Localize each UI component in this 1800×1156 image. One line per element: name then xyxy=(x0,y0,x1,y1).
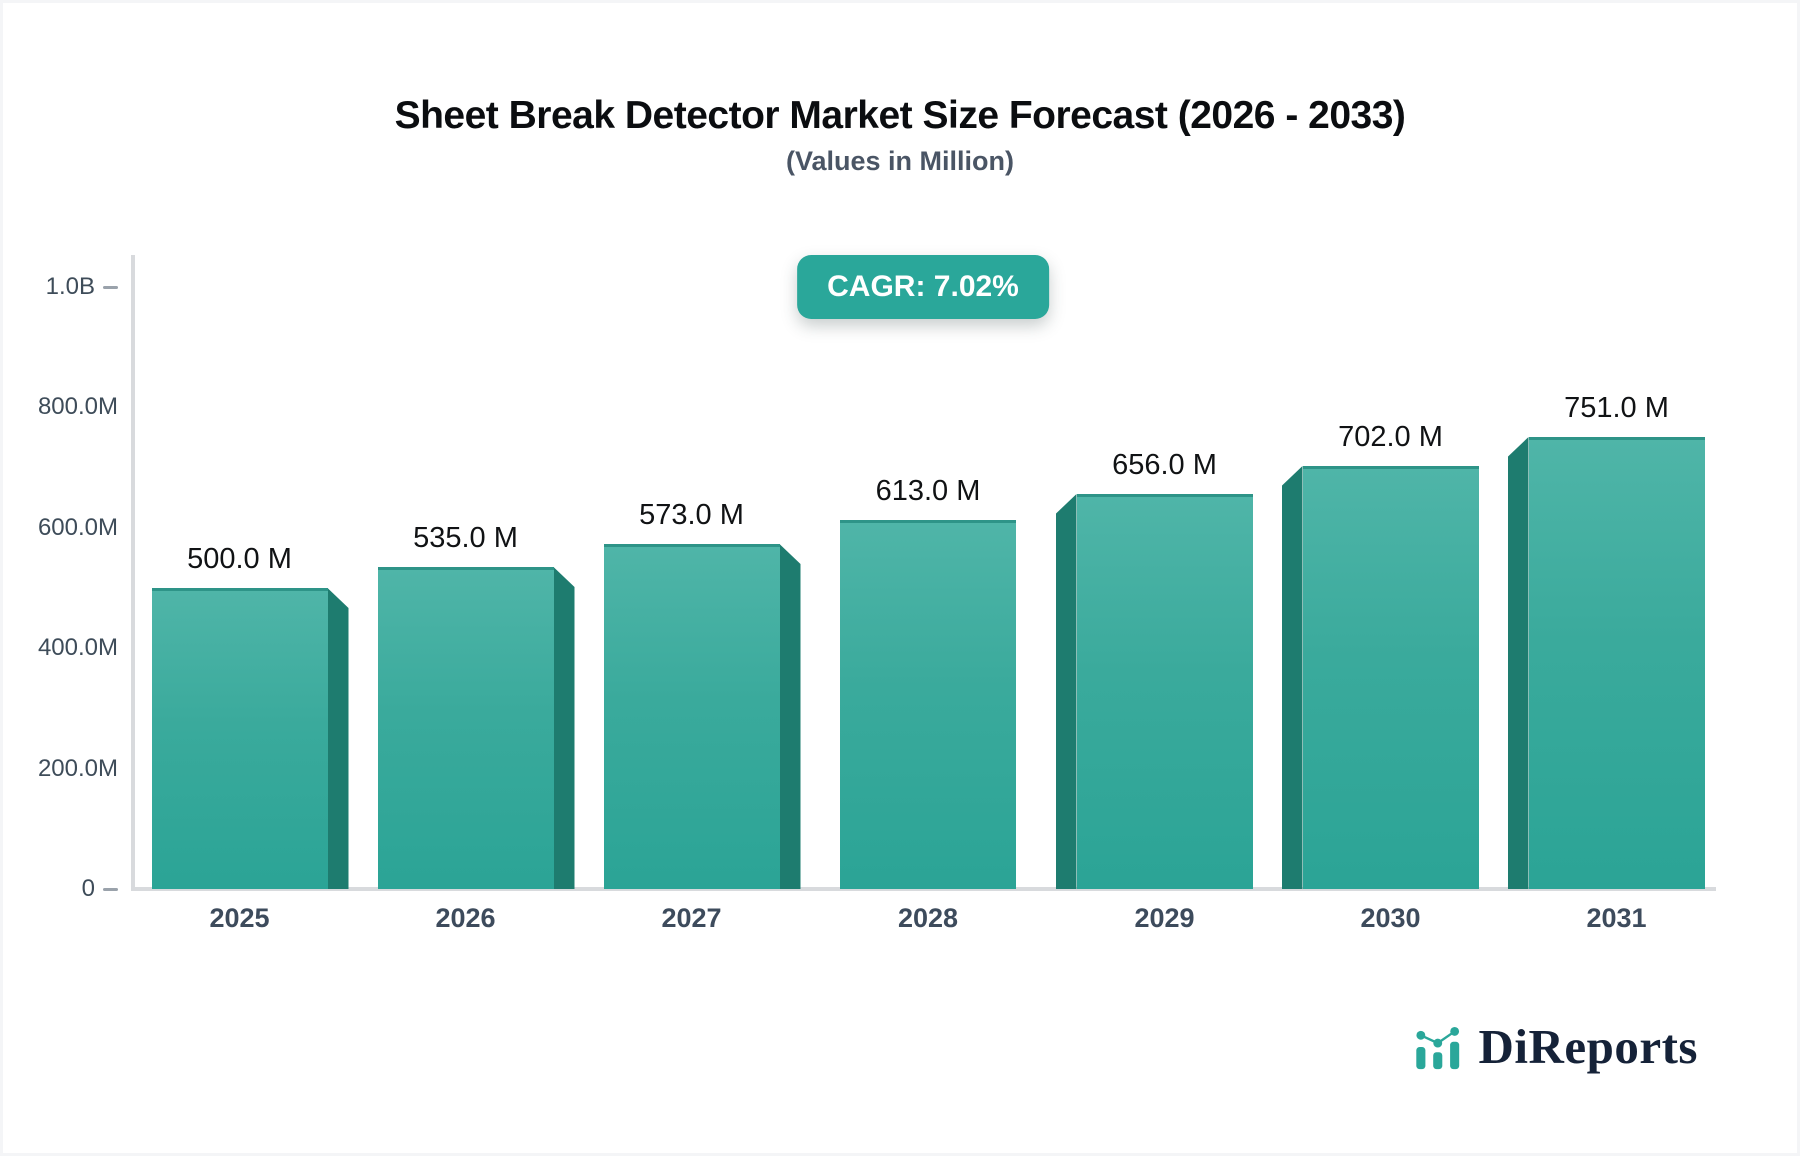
x-axis-label-2031: 2031 xyxy=(1586,903,1647,933)
bar-side-face xyxy=(1507,437,1529,889)
x-axis-label-2030: 2030 xyxy=(1360,903,1421,933)
bar-value-label: 613.0 M xyxy=(875,475,981,507)
bar-side-face xyxy=(1281,466,1303,889)
y-tick-label: 400.0M xyxy=(37,634,118,662)
bar-value-label: 500.0 M xyxy=(187,543,292,575)
bar-2027: 573.0 M xyxy=(603,499,801,889)
y-tick-1.0B: 1.0B xyxy=(0,272,118,302)
chart-title: Sheet Break Detector Market Size Forecas… xyxy=(394,94,1406,137)
y-tick-label: 1.0B xyxy=(45,273,95,300)
x-axis-label-2027: 2027 xyxy=(661,903,722,933)
y-tick-200.0M: 200.0M xyxy=(0,754,118,784)
bar-value-label: 751.0 M xyxy=(1564,392,1669,424)
bar-side-face xyxy=(1055,494,1077,889)
x-axis-label-2025: 2025 xyxy=(209,903,270,933)
y-axis-line xyxy=(131,255,135,891)
bar-face xyxy=(1302,466,1479,889)
bar-face xyxy=(603,544,780,889)
bar-side-face xyxy=(779,544,801,889)
y-tick-label: 800.0M xyxy=(37,393,118,421)
y-tick-400.0M: 400.0M xyxy=(0,633,118,663)
cagr-badge: CAGR: 7.02% xyxy=(797,255,1049,319)
bar-value-label: 535.0 M xyxy=(413,522,518,554)
bar-side-face xyxy=(327,588,349,889)
brand-logo: DiReports xyxy=(1412,1018,1698,1075)
bar-face xyxy=(377,567,554,889)
x-axis-label-2029: 2029 xyxy=(1134,903,1195,933)
y-tick-800.0M: 800.0M xyxy=(0,392,118,422)
brand-name: DiReports xyxy=(1478,1019,1698,1074)
y-tick-dash xyxy=(103,887,118,891)
y-tick-600.0M: 600.0M xyxy=(0,513,118,543)
bar-face xyxy=(840,520,1016,889)
y-tick-0: 0 xyxy=(0,874,118,904)
bar-face xyxy=(1528,437,1705,889)
bar-2026: 535.0 M xyxy=(377,522,575,889)
x-axis-label-2028: 2028 xyxy=(897,903,959,933)
bar-2028: 613.0 M xyxy=(840,475,1016,889)
x-axis-line xyxy=(131,887,1716,891)
mini-bar-chart-logo-icon xyxy=(1416,1026,1460,1069)
y-tick-dash xyxy=(103,285,118,289)
bar-face xyxy=(151,588,328,889)
bar-value-label: 702.0 M xyxy=(1338,421,1443,453)
y-tick-label: 200.0M xyxy=(37,754,118,782)
bar-2031: 751.0 M xyxy=(1507,392,1705,889)
y-tick-label: 0 xyxy=(81,875,95,902)
bar-2030: 702.0 M xyxy=(1281,421,1479,889)
bar-side-face xyxy=(553,567,575,889)
y-tick-label: 600.0M xyxy=(37,513,118,541)
x-axis-label-2026: 2026 xyxy=(435,903,496,933)
bar-2025: 500.0 M xyxy=(151,543,349,889)
bar-value-label: 656.0 M xyxy=(1112,449,1217,481)
chart-subtitle: (Values in Million) xyxy=(785,146,1015,176)
bar-value-label: 573.0 M xyxy=(639,499,744,531)
bar-2029: 656.0 M xyxy=(1055,449,1253,889)
bar-face xyxy=(1076,494,1253,889)
